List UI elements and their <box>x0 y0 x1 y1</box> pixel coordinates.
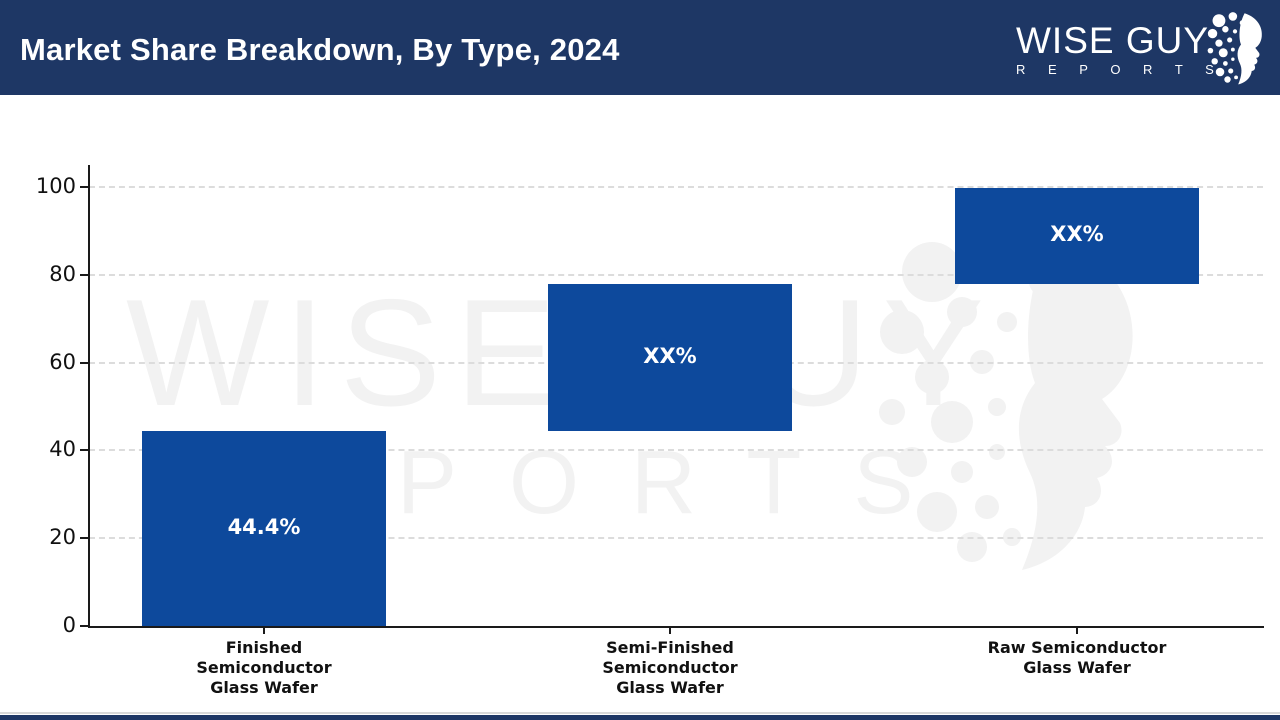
x-tick-mark <box>263 627 265 634</box>
category-label-line: Raw Semiconductor <box>987 638 1167 657</box>
bar-value-label: XX% <box>643 343 697 368</box>
y-tick-mark <box>80 537 89 540</box>
y-tick-mark <box>80 449 89 452</box>
y-tick-label: 80 <box>49 261 76 286</box>
y-axis-line <box>88 165 90 627</box>
category-label: Finished Semiconductor Glass Wafer <box>104 638 424 698</box>
y-tick-label: 60 <box>49 349 76 374</box>
y-tick-mark <box>80 273 89 276</box>
category-label-line: Semi-Finished <box>606 638 734 657</box>
footer-divider <box>0 712 1280 714</box>
category-label-line: Glass Wafer <box>1023 658 1131 677</box>
x-tick-mark <box>669 627 671 634</box>
logo-text: WISE GUY R E P O R T S <box>1016 20 1224 78</box>
y-gridline <box>89 273 1263 276</box>
y-gridline <box>89 186 1263 188</box>
category-label-line: Semiconductor <box>602 658 738 677</box>
y-tick-label: 40 <box>49 437 76 462</box>
logo-subtitle: R E P O R T S <box>1016 62 1224 77</box>
bar <box>955 187 1199 285</box>
y-tick-label: 100 <box>35 174 76 198</box>
y-tick-mark <box>80 361 89 364</box>
header-bar: Market Share Breakdown, By Type, 2024 WI… <box>0 0 1280 95</box>
category-label-line: Glass Wafer <box>210 678 318 697</box>
bar <box>548 284 792 432</box>
y-tick-mark <box>80 186 89 188</box>
footer-bar <box>0 715 1280 720</box>
y-tick-label: 20 <box>49 525 76 550</box>
bar-value-label: XX% <box>1050 222 1104 247</box>
x-axis-line <box>88 626 1264 628</box>
category-label: Raw Semiconductor Glass Wafer <box>917 638 1237 678</box>
category-label-line: Finished <box>225 638 303 657</box>
page-title: Market Share Breakdown, By Type, 2024 <box>20 32 620 67</box>
x-tick-mark <box>1076 627 1078 634</box>
bar-value-label: 44.4% <box>227 514 301 539</box>
logo: WISE GUY R E P O R T S <box>1016 10 1266 88</box>
logo-wordmark: WISE GUY <box>1016 20 1210 61</box>
y-tick-mark <box>80 625 89 627</box>
y-gridline <box>89 537 1263 540</box>
category-label: Semi-Finished Semiconductor Glass Wafer <box>510 638 830 698</box>
y-gridline <box>89 449 1263 452</box>
category-label-line: Glass Wafer <box>616 678 724 697</box>
category-label-line: Semiconductor <box>196 658 332 677</box>
logo-face-icon <box>1207 12 1262 85</box>
y-tick-label: 0 <box>62 613 76 637</box>
bar <box>142 431 386 626</box>
